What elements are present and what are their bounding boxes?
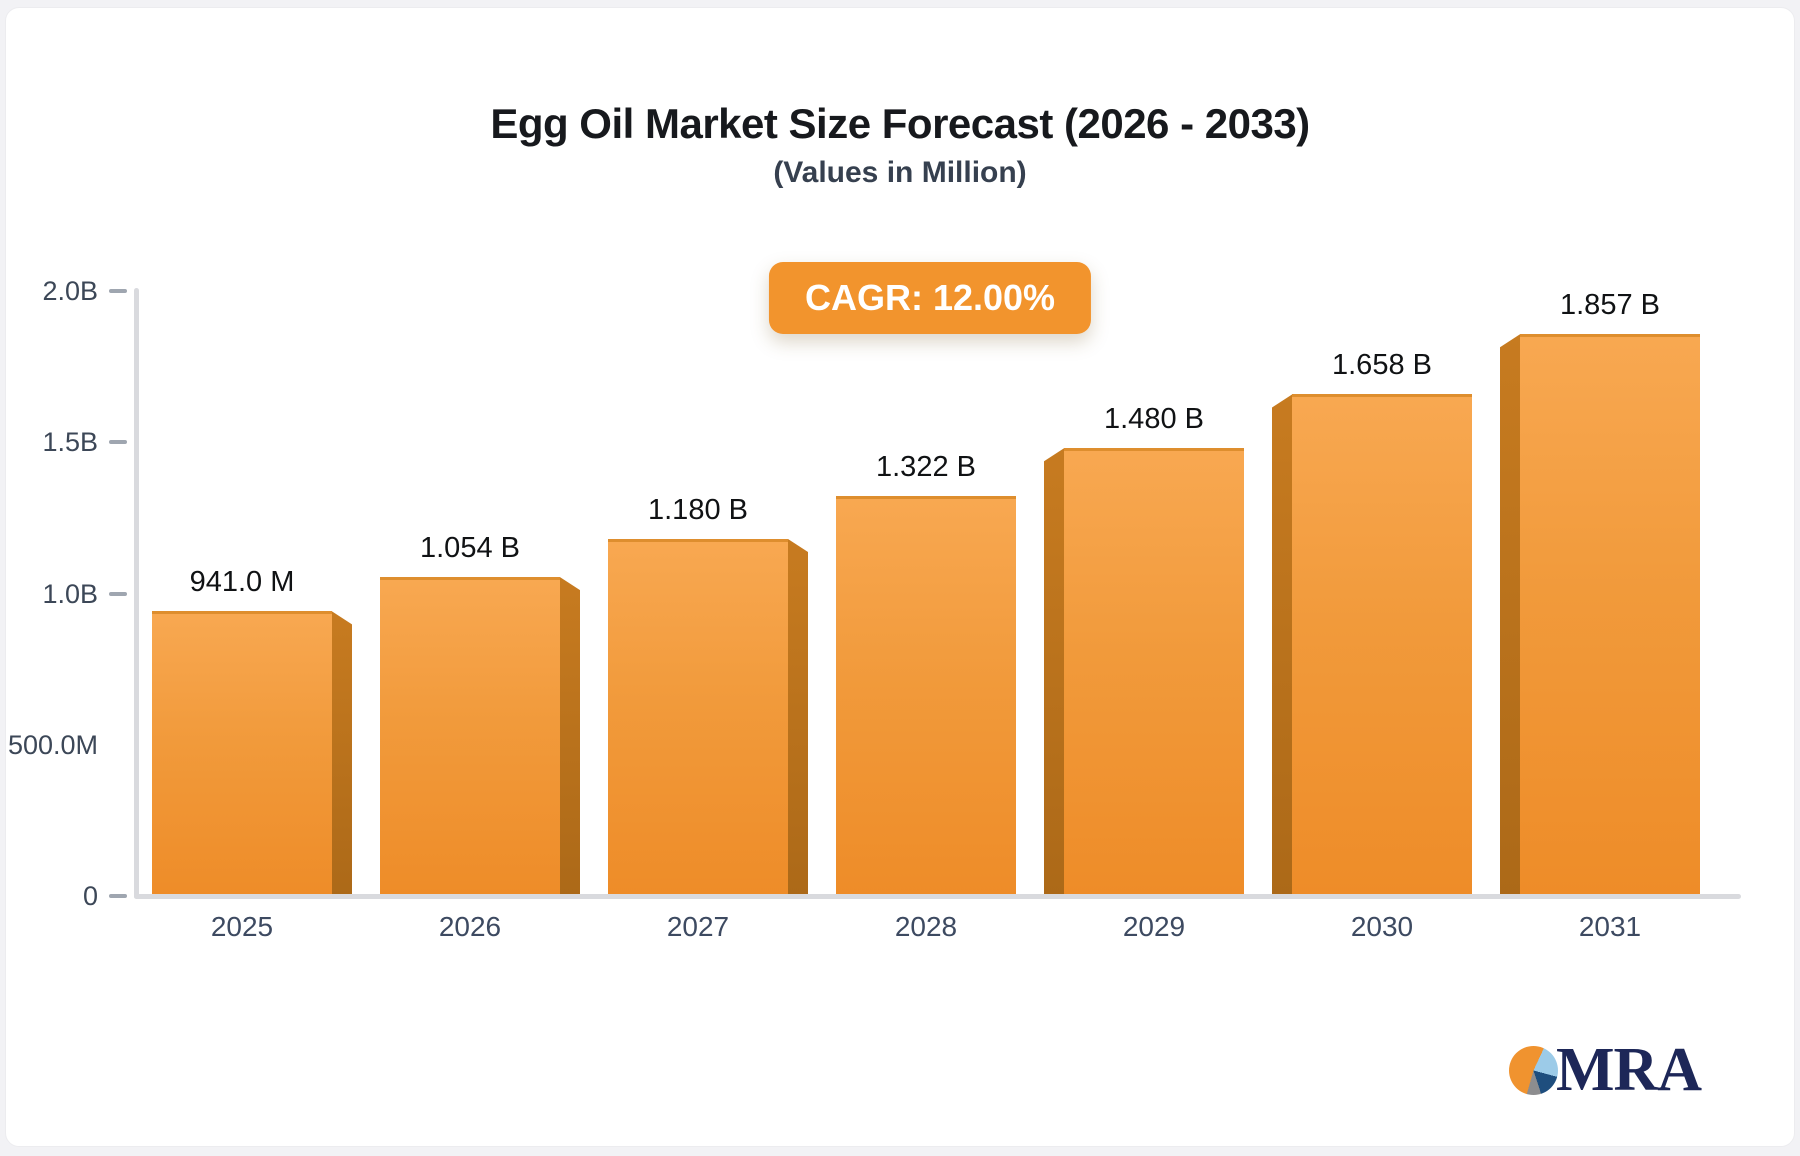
bar-2030 bbox=[1272, 394, 1472, 898]
chart-subtitle: (Values in Million) bbox=[773, 156, 1027, 189]
cagr-badge: CAGR: 12.00% bbox=[768, 262, 1092, 334]
x-axis-line bbox=[134, 894, 1741, 899]
y-tick-label-1.0B: 1.0B bbox=[42, 578, 98, 609]
bar-value-label-2028: 1.322 B bbox=[876, 451, 976, 484]
chart-title: Egg Oil Market Size Forecast (2026 - 203… bbox=[490, 100, 1310, 147]
bar-face-2031 bbox=[1520, 334, 1700, 898]
y-tick-label-0: 0 bbox=[82, 881, 98, 911]
bar-face-2030 bbox=[1292, 394, 1472, 898]
plot-area: 2.0B 1.5B 1.0B 500.0M 0 941.0 M 2025 1.054 B 202… bbox=[6, 8, 1794, 1146]
y-tick-label-2.0B: 2.0B bbox=[42, 276, 98, 306]
x-axis-label-2031: 2031 bbox=[1578, 911, 1642, 942]
bar-2029 bbox=[1044, 448, 1244, 898]
bar-value-label-2027: 1.180 B bbox=[648, 494, 748, 527]
bar-side-2030 bbox=[1272, 394, 1292, 898]
bar-face-2026 bbox=[380, 577, 560, 898]
bar-2025 bbox=[152, 611, 352, 898]
y-tick-dash-1.5B bbox=[109, 440, 127, 445]
bar-2027 bbox=[608, 539, 808, 898]
y-tick-label-1.5B: 1.5B bbox=[42, 427, 98, 458]
bar-face-2029 bbox=[1064, 448, 1244, 898]
x-axis-label-2029: 2029 bbox=[1122, 911, 1186, 942]
bar-2026 bbox=[380, 577, 580, 898]
bar-side-2027 bbox=[788, 539, 808, 898]
bar-value-label-2029: 1.480 B bbox=[1104, 403, 1204, 436]
bar-side-2025 bbox=[332, 611, 352, 898]
bar-value-label-2026: 1.054 B bbox=[420, 532, 520, 565]
bar-2031 bbox=[1500, 334, 1700, 898]
bar-value-label-2031: 1.857 B bbox=[1560, 289, 1660, 322]
bar-value-label-2030: 1.658 B bbox=[1332, 349, 1432, 382]
y-tick-dash-2.0B bbox=[109, 289, 127, 293]
y-tick-dash-0 bbox=[109, 894, 127, 898]
x-axis-label-2030: 2030 bbox=[1350, 911, 1414, 942]
y-tick-label-500.0M: 500.0M bbox=[7, 729, 98, 760]
bar-face-2027 bbox=[608, 539, 788, 898]
bar-side-2031 bbox=[1500, 334, 1520, 898]
x-axis-label-2027: 2027 bbox=[666, 911, 730, 942]
bar-side-2026 bbox=[560, 577, 580, 898]
mra-logo-text: MRA bbox=[1556, 1036, 1702, 1104]
x-axis-label-2025: 2025 bbox=[210, 911, 274, 942]
mra-pie-icon bbox=[1509, 1046, 1558, 1095]
y-tick-dash-1.0B bbox=[109, 591, 127, 596]
bar-face-2028 bbox=[836, 496, 1016, 898]
y-axis-line bbox=[134, 288, 139, 899]
bar-2028 bbox=[836, 496, 1016, 898]
mra-logo: MRA bbox=[1509, 1036, 1702, 1104]
chart-card: Egg Oil Market Size Forecast (2026 - 203… bbox=[5, 7, 1795, 1147]
bar-value-label-2025: 941.0 M bbox=[189, 566, 295, 599]
bar-face-2025 bbox=[152, 611, 332, 898]
bar-side-2029 bbox=[1044, 448, 1064, 898]
x-axis-label-2028: 2028 bbox=[894, 911, 958, 942]
x-axis-label-2026: 2026 bbox=[438, 911, 502, 942]
